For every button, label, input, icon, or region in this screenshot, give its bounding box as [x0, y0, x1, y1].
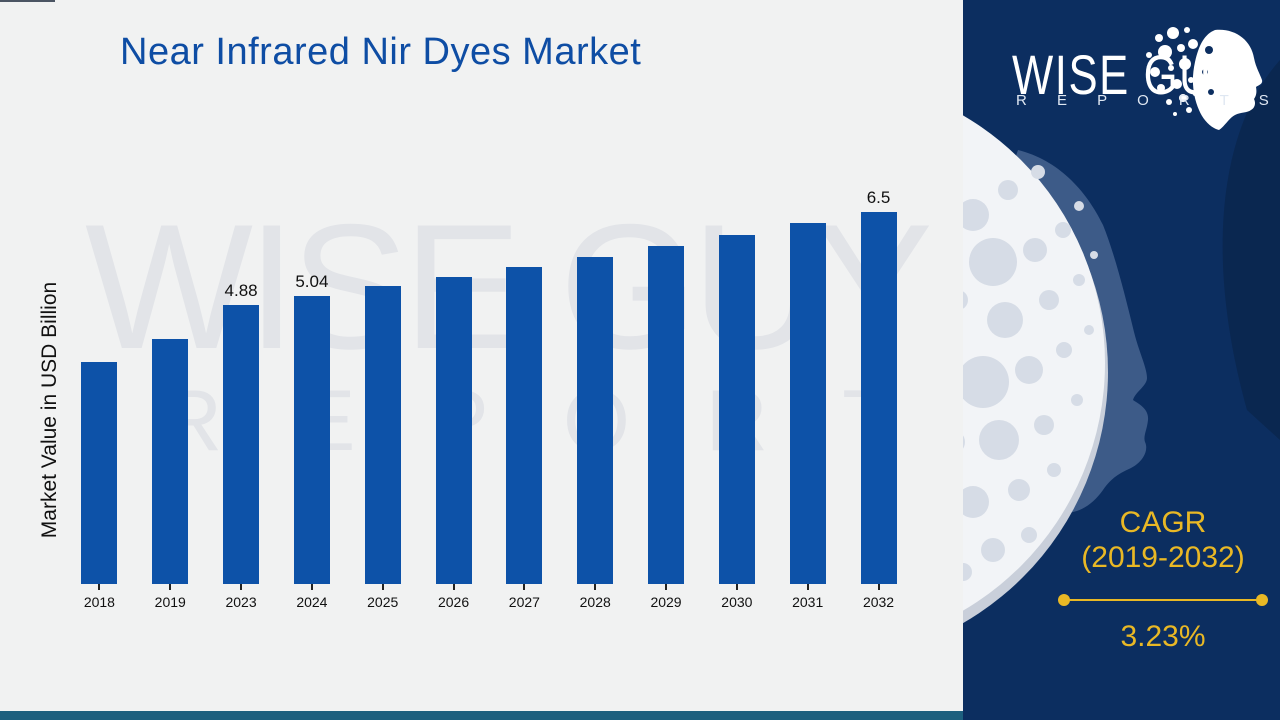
x-axis-label: 2032 — [862, 594, 895, 610]
y-axis-label: Market Value in USD Billion — [38, 281, 61, 539]
axis-tick — [452, 584, 455, 590]
logo-head-icon — [1146, 27, 1263, 130]
axis-tick — [240, 584, 243, 590]
bar-2027 — [506, 267, 543, 584]
axis-tick — [877, 584, 880, 590]
bar-group: 2019 — [135, 339, 206, 610]
corner-decoration — [0, 0, 55, 2]
bar-chart: 2018 2019 4.88 2023 5.04 2024 2025 2026 2027 2028… — [64, 188, 914, 610]
brand-panel: WISE GUY R E P O R T S CAGR (2019-2032) … — [963, 0, 1280, 720]
x-axis-label: 2031 — [792, 594, 824, 610]
cagr-label: CAGR — [1119, 506, 1207, 539]
axis-tick — [665, 584, 668, 590]
x-axis-label: 2028 — [579, 594, 611, 610]
bar-2030 — [718, 235, 755, 584]
bar-value-label: 5.04 — [295, 272, 329, 291]
cagr-value: 3.23% — [1120, 620, 1206, 653]
bubble-texture — [963, 165, 1098, 581]
axis-tick — [735, 584, 738, 590]
x-axis-label: 2027 — [508, 594, 540, 610]
axis-tick — [169, 584, 172, 590]
bar-2018 — [81, 362, 118, 584]
bar-2024 — [293, 296, 330, 584]
bar-group: 2025 — [347, 286, 418, 610]
bar-2026 — [435, 277, 472, 584]
axis-tick — [523, 584, 526, 590]
bar-group: 2029 — [631, 246, 702, 610]
brand-panel-art — [963, 0, 1280, 720]
bar-2031 — [789, 223, 826, 584]
bar-2025 — [364, 286, 401, 584]
brand-subtitle: R E P O R T S — [1016, 92, 1280, 109]
bar-group: 4.88 2023 — [206, 281, 277, 610]
x-axis-label: 2026 — [437, 594, 470, 610]
x-axis-label: 2018 — [83, 594, 115, 610]
brand-name: WISE GUY — [1012, 43, 1243, 106]
bar-value-label: 4.88 — [224, 281, 258, 300]
bar-group: 2031 — [772, 223, 843, 610]
bar-group: 2027 — [489, 267, 560, 610]
bar-2023 — [223, 305, 260, 584]
x-axis-label: 2025 — [367, 594, 399, 610]
bar-2029 — [648, 246, 685, 584]
page-title: Near Infrared Nir Dyes Market — [120, 31, 642, 73]
bottom-accent-bar — [0, 711, 963, 720]
bar-2028 — [577, 257, 614, 584]
axis-tick — [310, 584, 313, 590]
axis-tick — [98, 584, 101, 590]
bar-group: 5.04 2024 — [276, 272, 347, 610]
cagr-block: CAGR (2019-2032) 3.23% — [1058, 506, 1268, 654]
x-axis-label: 2030 — [721, 594, 753, 610]
divider-dot-right — [1256, 594, 1268, 606]
bar-group: 2030 — [701, 235, 772, 610]
cagr-divider — [1058, 594, 1268, 606]
bar-value-label: 6.5 — [866, 188, 891, 207]
axis-tick — [806, 584, 809, 590]
x-axis-label: 2019 — [154, 594, 186, 610]
x-axis-label: 2024 — [296, 594, 328, 610]
x-axis-label: 2023 — [225, 594, 257, 610]
bar-group: 2018 — [64, 362, 135, 610]
axis-tick — [594, 584, 597, 590]
bar-group: 6.5 2032 — [843, 188, 914, 610]
bar-2032 — [860, 212, 897, 584]
axis-tick — [381, 584, 384, 590]
cagr-range: (2019-2032) — [1081, 541, 1245, 574]
bar-group: 2026 — [418, 277, 489, 610]
bar-2019 — [152, 339, 189, 584]
x-axis-label: 2029 — [650, 594, 682, 610]
divider-rule — [1063, 599, 1263, 601]
bar-group: 2028 — [560, 257, 631, 610]
